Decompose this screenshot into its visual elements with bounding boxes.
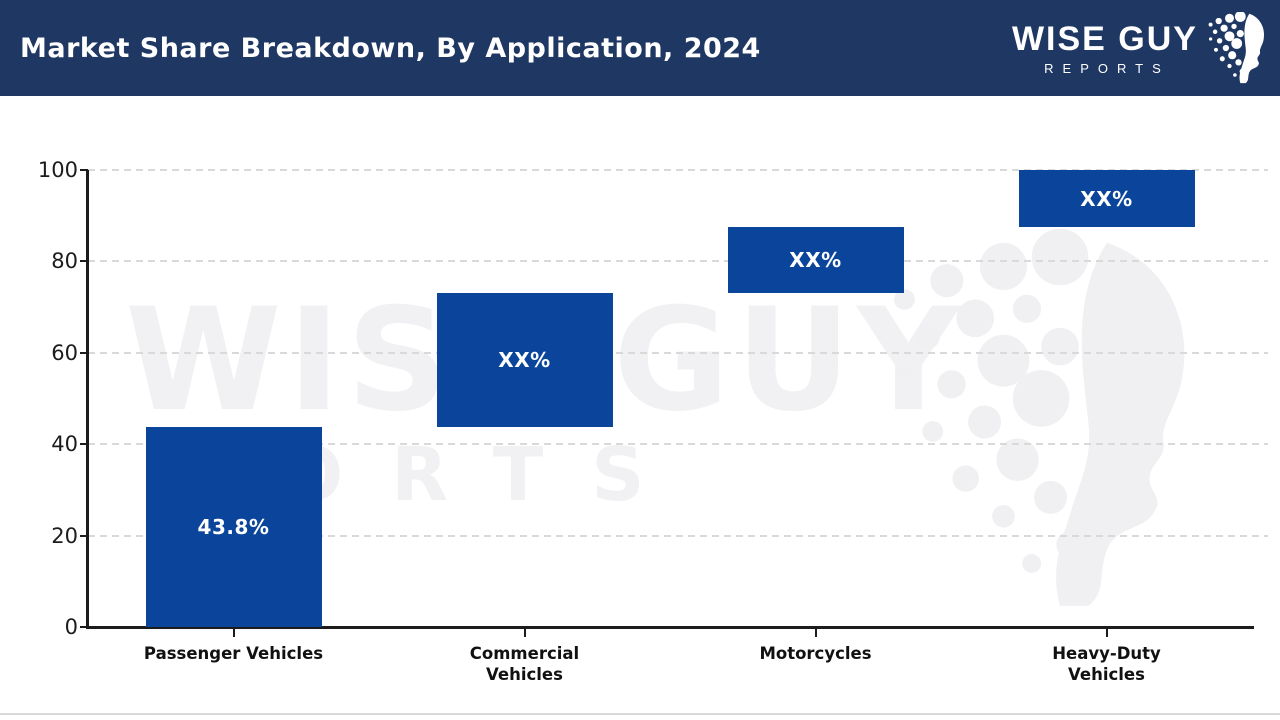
bar-value-label: XX% <box>498 348 551 373</box>
y-tick <box>80 443 88 446</box>
logo-wordmark: WISE GUY <box>1011 19 1198 58</box>
watermark-face-icon <box>894 228 1185 606</box>
bar: XX% <box>1018 170 1195 228</box>
y-tick <box>80 260 88 263</box>
y-tick-label: 40 <box>51 432 78 457</box>
gridline <box>88 443 1268 446</box>
gridline <box>88 260 1268 263</box>
y-tick-label: 100 <box>37 158 78 182</box>
bar: XX% <box>727 227 904 294</box>
gridline <box>88 534 1268 537</box>
y-tick <box>80 534 88 537</box>
y-tick <box>80 626 88 628</box>
x-tick <box>814 629 817 637</box>
x-tick <box>232 629 235 637</box>
wise-guy-reports-logo: WISE GUY REPORTS <box>1012 8 1266 88</box>
y-axis-line <box>86 170 89 629</box>
y-tick-label: 80 <box>51 249 78 274</box>
bar-value-label: 43.8% <box>197 514 270 539</box>
logo-text: WISE GUY REPORTS <box>1012 22 1198 75</box>
bar-value-label: XX% <box>789 248 842 273</box>
gridline <box>88 351 1268 354</box>
header-bar: Market Share Breakdown, By Application, … <box>0 0 1280 96</box>
bottom-divider <box>0 713 1280 715</box>
x-category-label: Passenger Vehicles <box>143 644 324 663</box>
x-category-label: Heavy-Duty Vehicles <box>1052 644 1161 685</box>
gridline <box>88 169 1268 171</box>
bar-value-label: XX% <box>1080 186 1133 211</box>
x-axis-line <box>86 626 1254 629</box>
waterfall-chart: 0 20 40 60 80 100 43.8% Passenger Vehicles XX% Co… <box>0 96 1280 720</box>
y-tick <box>80 169 88 171</box>
x-tick <box>523 629 526 637</box>
bar: 43.8% <box>145 426 322 627</box>
y-tick <box>80 351 88 354</box>
logo-subtitle: REPORTS <box>1044 60 1170 76</box>
y-tick-label: 60 <box>51 340 78 365</box>
x-category-label: Commercial Vehicles <box>469 644 580 685</box>
y-tick-label: 0 <box>64 615 78 639</box>
dotted-face-icon <box>1208 12 1265 84</box>
x-tick <box>1105 629 1108 637</box>
y-tick-label: 20 <box>51 523 78 548</box>
x-category-label: Motorcycles <box>759 644 872 663</box>
bar: XX% <box>436 293 613 427</box>
page-title: Market Share Breakdown, By Application, … <box>20 32 761 64</box>
